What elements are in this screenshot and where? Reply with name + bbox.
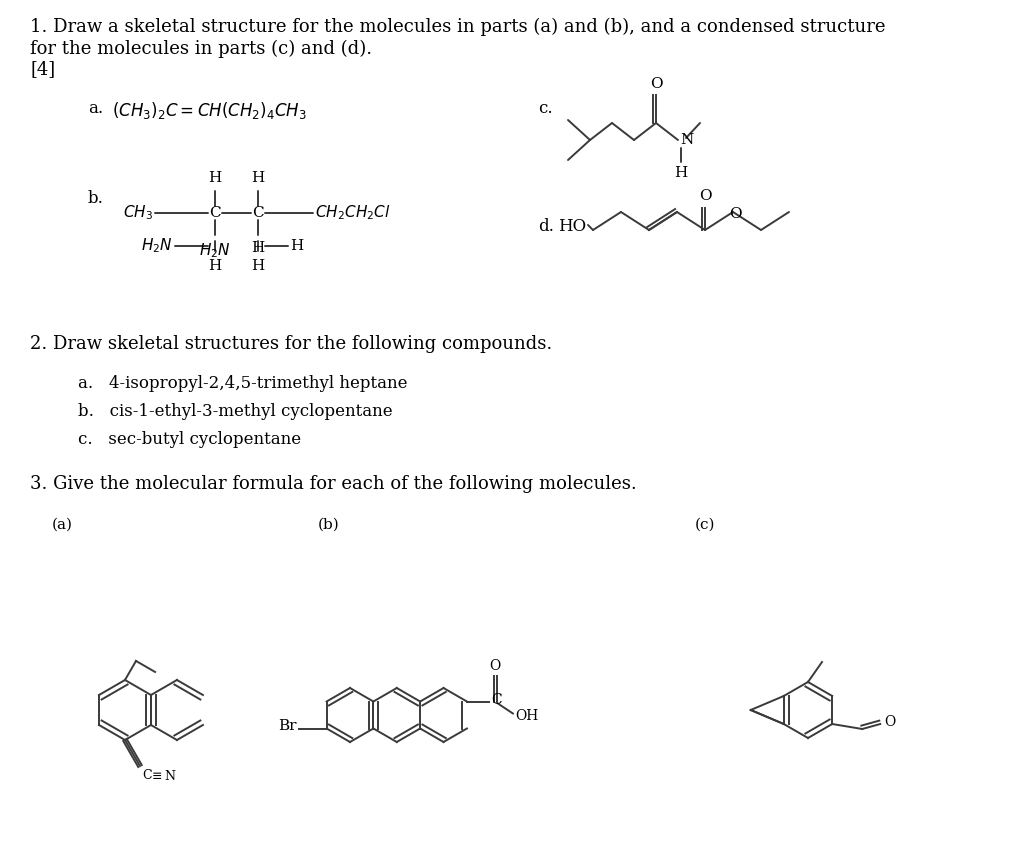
Text: c.: c. — [538, 100, 553, 117]
Text: (b): (b) — [318, 518, 340, 532]
Text: $H_2N$: $H_2N$ — [141, 237, 173, 255]
Text: a.   4-isopropyl-2,4,5-trimethyl heptane: a. 4-isopropyl-2,4,5-trimethyl heptane — [78, 375, 408, 392]
Text: $\equiv$N: $\equiv$N — [150, 769, 177, 783]
Text: C: C — [490, 693, 502, 707]
Text: O: O — [698, 189, 712, 203]
Text: H: H — [290, 239, 303, 253]
Text: H: H — [251, 171, 264, 185]
Text: C: C — [252, 206, 264, 220]
Text: 2. Draw skeletal structures for the following compounds.: 2. Draw skeletal structures for the foll… — [30, 335, 552, 353]
Text: b.   cis-1-ethyl-3-methyl cyclopentane: b. cis-1-ethyl-3-methyl cyclopentane — [78, 403, 392, 420]
Text: for the molecules in parts (c) and (d).: for the molecules in parts (c) and (d). — [30, 40, 372, 58]
Text: $CH_2CH_2Cl$: $CH_2CH_2Cl$ — [315, 204, 390, 222]
Text: 1. Draw a skeletal structure for the molecules in parts (a) and (b), and a conde: 1. Draw a skeletal structure for the mol… — [30, 18, 886, 36]
Text: c.   sec-butyl cyclopentane: c. sec-butyl cyclopentane — [78, 431, 301, 448]
Text: O: O — [649, 77, 663, 91]
Text: (c): (c) — [695, 518, 716, 532]
Text: H: H — [208, 259, 221, 273]
Text: b.: b. — [88, 190, 103, 207]
Text: 3. Give the molecular formula for each of the following molecules.: 3. Give the molecular formula for each o… — [30, 475, 637, 493]
Text: $H_2N$: $H_2N$ — [199, 241, 230, 260]
Text: (a): (a) — [52, 518, 73, 532]
Text: H: H — [675, 166, 688, 180]
Text: H: H — [251, 259, 264, 273]
Text: O: O — [489, 660, 501, 674]
Text: Br: Br — [279, 720, 297, 733]
Text: OH: OH — [515, 708, 539, 722]
Text: O: O — [729, 207, 741, 221]
Text: H: H — [251, 241, 264, 255]
Text: a.: a. — [88, 100, 103, 117]
Text: C: C — [142, 769, 152, 782]
Text: H: H — [208, 171, 221, 185]
Text: O: O — [885, 715, 896, 729]
Text: d.: d. — [538, 218, 554, 235]
Text: C: C — [209, 206, 221, 220]
Text: $CH_3$: $CH_3$ — [123, 204, 153, 222]
Text: $(CH_3)_2C=CH(CH_2)_4CH_3$: $(CH_3)_2C=CH(CH_2)_4CH_3$ — [112, 100, 307, 121]
Text: [4]: [4] — [30, 60, 55, 78]
Text: N: N — [680, 133, 693, 147]
Text: HO: HO — [558, 218, 586, 235]
